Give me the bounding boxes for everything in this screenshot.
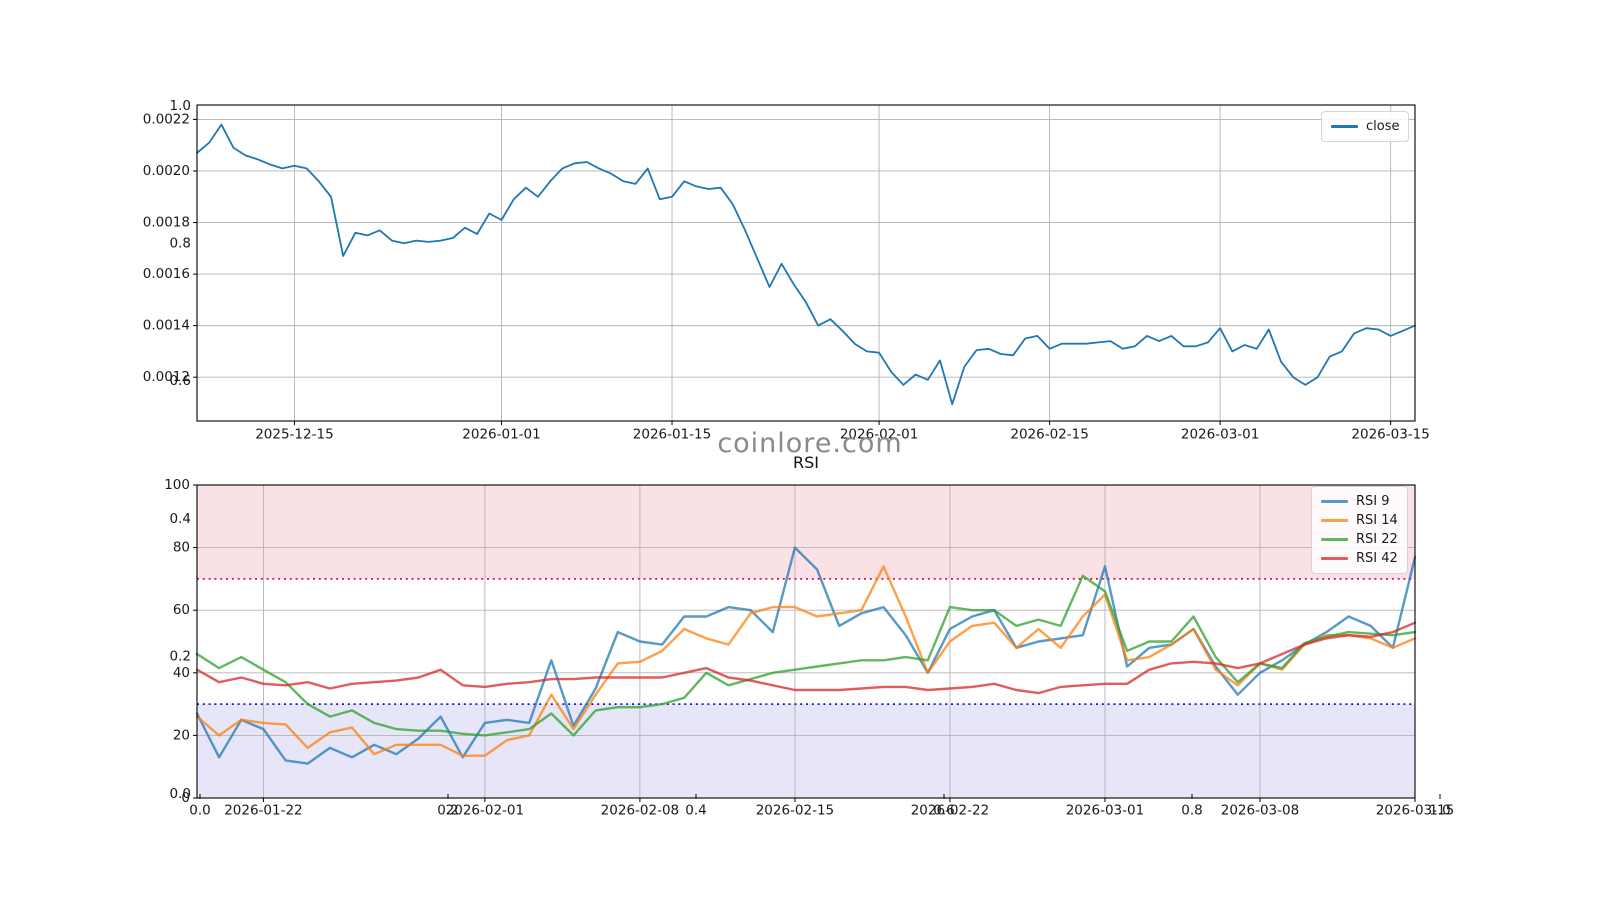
- svg-text:2026-02-01: 2026-02-01: [446, 803, 524, 819]
- legend-label-rsi42: RSI 42: [1356, 551, 1398, 566]
- svg-text:0.6: 0.6: [933, 803, 954, 819]
- svg-text:0.0012: 0.0012: [143, 369, 190, 385]
- rsi-chart-title: RSI: [793, 453, 819, 472]
- svg-text:0.0: 0.0: [170, 786, 191, 802]
- svg-text:2026-02-22: 2026-02-22: [911, 803, 989, 819]
- svg-text:0.6: 0.6: [170, 373, 191, 389]
- svg-text:2026-01-01: 2026-01-01: [462, 427, 540, 443]
- svg-text:2026-02-01: 2026-02-01: [840, 427, 918, 443]
- price-legend: close: [1321, 111, 1410, 142]
- rsi42-line-swatch: [1321, 557, 1348, 560]
- rsi-legend: RSI 9 RSI 14 RSI 22 RSI 42: [1311, 486, 1408, 574]
- watermark: coinlore.com: [717, 428, 903, 459]
- svg-text:0.4: 0.4: [685, 803, 706, 819]
- legend-item-rsi22: RSI 22: [1321, 530, 1398, 549]
- svg-text:0.2: 0.2: [437, 803, 458, 819]
- legend-label-rsi14: RSI 14: [1356, 513, 1398, 528]
- svg-text:2026-02-15: 2026-02-15: [1010, 427, 1088, 443]
- svg-text:0.0: 0.0: [189, 803, 210, 819]
- svg-text:2026-01-22: 2026-01-22: [224, 803, 302, 819]
- svg-text:0: 0: [181, 790, 190, 806]
- svg-text:2025-12-15: 2025-12-15: [255, 427, 333, 443]
- svg-text:2026-03-01: 2026-03-01: [1181, 427, 1259, 443]
- svg-text:40: 40: [173, 665, 190, 681]
- rsi22-line-swatch: [1321, 538, 1348, 541]
- svg-text:2026-02-08: 2026-02-08: [601, 803, 679, 819]
- svg-text:0.2: 0.2: [170, 648, 191, 664]
- svg-text:0.0022: 0.0022: [143, 111, 190, 127]
- svg-text:1.0: 1.0: [170, 98, 191, 114]
- svg-text:0.8: 0.8: [1181, 803, 1202, 819]
- legend-item-rsi9: RSI 9: [1321, 492, 1398, 511]
- svg-text:2026-02-15: 2026-02-15: [756, 803, 834, 819]
- svg-text:0.8: 0.8: [170, 236, 191, 252]
- legend-label-rsi22: RSI 22: [1356, 532, 1398, 547]
- svg-text:2026-01-15: 2026-01-15: [633, 427, 711, 443]
- legend-item-close: close: [1331, 117, 1399, 136]
- svg-text:0.0014: 0.0014: [143, 318, 190, 334]
- svg-text:60: 60: [173, 602, 190, 618]
- svg-text:100: 100: [164, 477, 190, 493]
- svg-text:80: 80: [173, 540, 190, 556]
- svg-text:2026-03-08: 2026-03-08: [1221, 803, 1299, 819]
- legend-label-close: close: [1366, 119, 1400, 134]
- svg-text:0.0018: 0.0018: [143, 215, 190, 231]
- legend-item-rsi42: RSI 42: [1321, 549, 1398, 568]
- legend-label-rsi9: RSI 9: [1356, 494, 1390, 509]
- svg-text:1.0: 1.0: [1429, 803, 1450, 819]
- svg-text:0.0020: 0.0020: [143, 163, 190, 179]
- svg-text:0.4: 0.4: [170, 511, 191, 527]
- svg-text:0.0016: 0.0016: [143, 266, 190, 282]
- rsi14-line-swatch: [1321, 519, 1348, 522]
- svg-text:2026-03-15: 2026-03-15: [1376, 803, 1454, 819]
- rsi9-line-swatch: [1321, 500, 1348, 503]
- svg-text:20: 20: [173, 727, 190, 743]
- legend-item-rsi14: RSI 14: [1321, 511, 1398, 530]
- svg-text:2026-03-01: 2026-03-01: [1066, 803, 1144, 819]
- close-line-swatch: [1331, 125, 1358, 128]
- svg-text:2026-03-15: 2026-03-15: [1351, 427, 1429, 443]
